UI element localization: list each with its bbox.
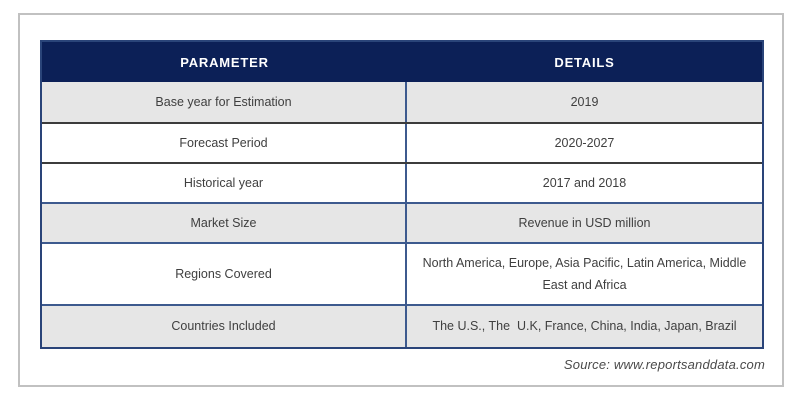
table-header-row: PARAMETER DETAILS [42, 42, 762, 82]
table-row: Market Size Revenue in USD million [42, 202, 762, 242]
details-cell: 2019 [570, 94, 599, 109]
details-cell: North America, Europe, Asia Pacific, Lat… [422, 255, 750, 293]
parameter-cell: Historical year [42, 164, 407, 202]
source-attribution: Source: www.reportsanddata.com [563, 357, 765, 372]
parameter-cell: Market Size [42, 204, 407, 242]
parameter-cell: Regions Covered [42, 244, 407, 304]
details-cell: Revenue in USD million [518, 215, 651, 230]
report-scope-card: PARAMETER DETAILS Base year for Estimati… [18, 13, 784, 387]
table-row: Historical year 2017 and 2018 [42, 162, 762, 202]
column-header-details: DETAILS [554, 54, 615, 70]
details-cell: The U.S., The U.K, France, China, India,… [432, 319, 737, 334]
parameter-cell: Base year for Estimation [42, 82, 407, 122]
parameter-cell: Countries Included [42, 306, 407, 347]
table-row: Countries Included The U.S., The U.K, Fr… [42, 304, 762, 347]
parameter-cell: Forecast Period [42, 124, 407, 162]
details-cell: 2020-2027 [554, 135, 615, 150]
table-row: Forecast Period 2020-2027 [42, 122, 762, 162]
table-body: Base year for Estimation 2019 Forecast P… [42, 82, 762, 347]
table-row: Regions Covered North America, Europe, A… [42, 242, 762, 304]
details-cell: 2017 and 2018 [542, 175, 627, 190]
table-row: Base year for Estimation 2019 [42, 82, 762, 122]
column-header-parameter: PARAMETER [180, 54, 269, 70]
report-scope-table: PARAMETER DETAILS Base year for Estimati… [40, 40, 764, 349]
